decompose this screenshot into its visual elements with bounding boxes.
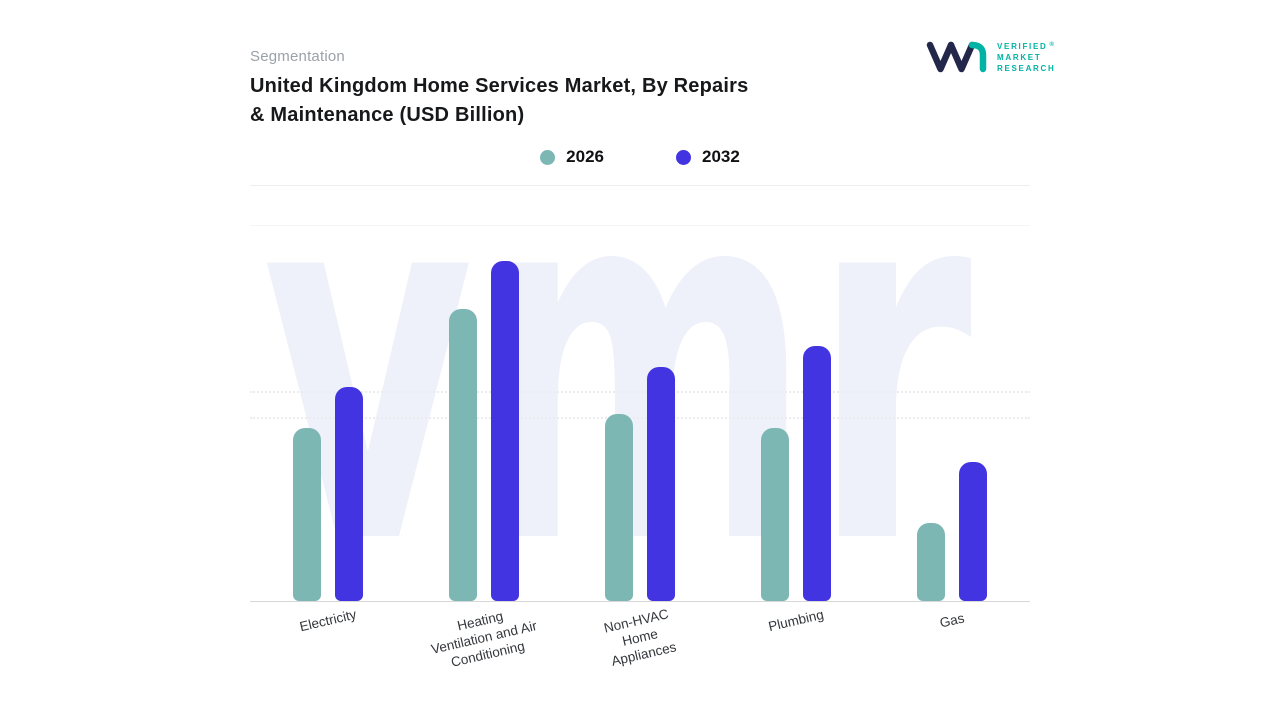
category-label-line: Gas (938, 610, 966, 631)
bar-2026-0 (293, 428, 321, 601)
bar-group-4 (917, 462, 987, 601)
legend-dot-2032 (676, 149, 691, 165)
gridline-lower (250, 417, 1030, 419)
logo-stroke-v (926, 41, 955, 73)
bar-2032-0 (335, 387, 363, 601)
category-label-1: Heating Ventilation and Air Conditioning (405, 596, 563, 679)
bar-2026-2 (605, 414, 633, 601)
bar-group-3 (761, 346, 831, 601)
eyebrow-segmentation: Segmentation (250, 48, 345, 65)
category-label-0: Electricity (253, 595, 403, 645)
category-label-line: Electricity (298, 606, 358, 635)
brand-word-verified: VERIFIED (997, 41, 1048, 51)
chart-title-line-2: & Maintenance (USD Billion) (250, 104, 525, 126)
legend-dot-2026 (540, 149, 556, 165)
chart-title: United Kingdom Home Services Market, By … (250, 72, 910, 130)
bar-2032-2 (647, 367, 675, 601)
category-label-4: Gas (877, 595, 1027, 645)
bar-2026-3 (761, 428, 789, 601)
bar-2026-4 (917, 523, 945, 601)
bar-group-0 (293, 387, 363, 601)
brand-line-research: RESEARCH (997, 63, 1056, 73)
legend-item-2026: 2026 (540, 147, 604, 167)
bar-2026-1 (449, 309, 477, 601)
bar-2032-1 (491, 261, 519, 601)
registered-trademark-symbol: ® (1049, 41, 1056, 48)
legend-separator-line (250, 185, 1030, 186)
logo-stroke-r (968, 41, 987, 73)
bar-2032-4 (959, 462, 987, 601)
category-label-2: Non-HVAC Home Appliances (561, 596, 719, 679)
plot-area: vmr (250, 225, 1030, 603)
logo-stroke-m (947, 41, 976, 73)
legend-label-2032: 2032 (702, 147, 740, 166)
category-labels: Electricity Heating Ventilation and Air Con… (250, 606, 1030, 670)
legend-item-2032: 2032 (676, 147, 740, 167)
vmr-logo-icon (926, 41, 987, 73)
bar-2032-3 (803, 346, 831, 601)
legend-label-2026: 2026 (566, 147, 604, 166)
vmr-brand-logo: VERIFIED ® MARKET RESEARCH (926, 38, 1056, 76)
gridline-upper (250, 391, 1030, 393)
bar-group-2 (605, 367, 675, 601)
bar-group-1 (449, 261, 519, 601)
category-label-line: Plumbing (766, 606, 826, 635)
brand-line-market: MARKET (997, 52, 1042, 62)
category-label-3: Plumbing (721, 595, 871, 645)
chart-title-line-1: United Kingdom Home Services Market, By … (250, 75, 749, 97)
brand-wordmark: VERIFIED ® MARKET RESEARCH (997, 42, 1056, 73)
chart-legend: 2026 2032 (250, 147, 1030, 167)
brand-line-verified: VERIFIED ® (997, 42, 1056, 51)
